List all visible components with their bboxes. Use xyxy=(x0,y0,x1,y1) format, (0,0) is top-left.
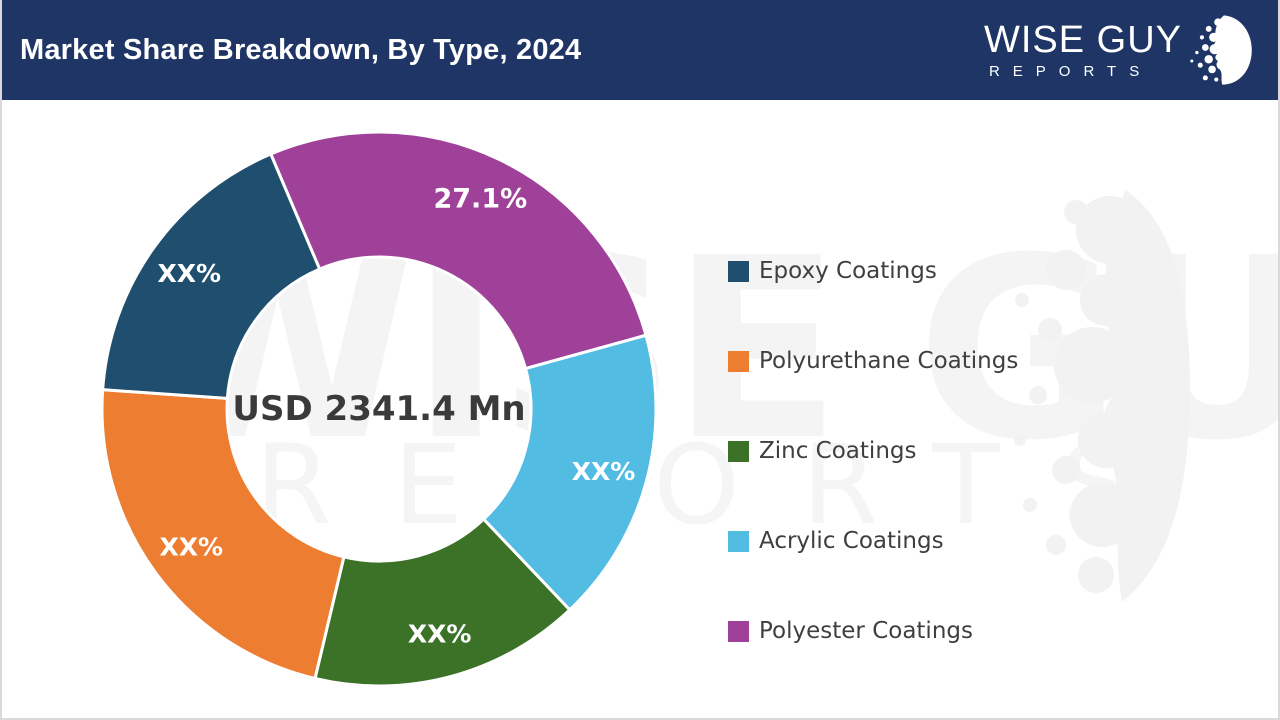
logo-wordmark: WISE GUY xyxy=(983,19,1182,61)
donut-slice-acrylic-coatings xyxy=(482,333,658,612)
legend-swatch-zinc xyxy=(728,440,749,462)
header-bar: Market Share Breakdown, By Type, 2024 WI… xyxy=(0,0,1280,100)
donut-slice-polyurethane-coatings xyxy=(100,388,346,681)
slice-label-epoxy-coatings: XX% xyxy=(158,259,222,288)
legend-label-epoxy: Epoxy Coatings xyxy=(759,258,937,284)
slice-label-polyurethane-coatings: XX% xyxy=(159,533,223,562)
legend-swatch-acrylic xyxy=(728,530,749,552)
logo-face-icon xyxy=(1190,15,1252,85)
legend-item-epoxy: Epoxy Coatings xyxy=(728,258,1018,284)
chart-legend: Epoxy Coatings Polyurethane Coatings Zin… xyxy=(728,258,1018,644)
donut-slice-epoxy-coatings xyxy=(101,152,322,400)
page-title: Market Share Breakdown, By Type, 2024 xyxy=(20,33,582,66)
slice-label-zinc-coatings: XX% xyxy=(408,619,472,648)
chart-center-value: USD 2341.4 Mn xyxy=(232,389,526,429)
slice-label-acrylic-coatings: XX% xyxy=(572,457,636,486)
donut-slice-polyester-coatings xyxy=(269,130,648,371)
slice-label-polyester-coatings: 27.1% xyxy=(433,184,527,215)
legend-item-zinc: Zinc Coatings xyxy=(728,438,1018,464)
legend-swatch-epoxy xyxy=(728,260,749,282)
legend-swatch-polyester xyxy=(728,620,749,642)
legend-item-polyurethane: Polyurethane Coatings xyxy=(728,348,1018,374)
legend-label-acrylic: Acrylic Coatings xyxy=(759,528,944,554)
legend-label-polyester: Polyester Coatings xyxy=(759,618,973,644)
legend-swatch-polyurethane xyxy=(728,350,749,372)
logo-subtitle: REPORTS xyxy=(988,63,1153,80)
legend-label-polyurethane: Polyurethane Coatings xyxy=(759,348,1019,374)
wise-guy-logo: WISE GUY REPORTS xyxy=(984,11,1256,89)
legend-item-acrylic: Acrylic Coatings xyxy=(728,528,1018,554)
legend-label-zinc: Zinc Coatings xyxy=(759,438,917,464)
donut-slice-zinc-coatings xyxy=(313,517,572,688)
donut-chart: 27.1% XX% XX% XX% XX% xyxy=(100,130,658,688)
legend-item-polyester: Polyester Coatings xyxy=(728,618,1018,644)
